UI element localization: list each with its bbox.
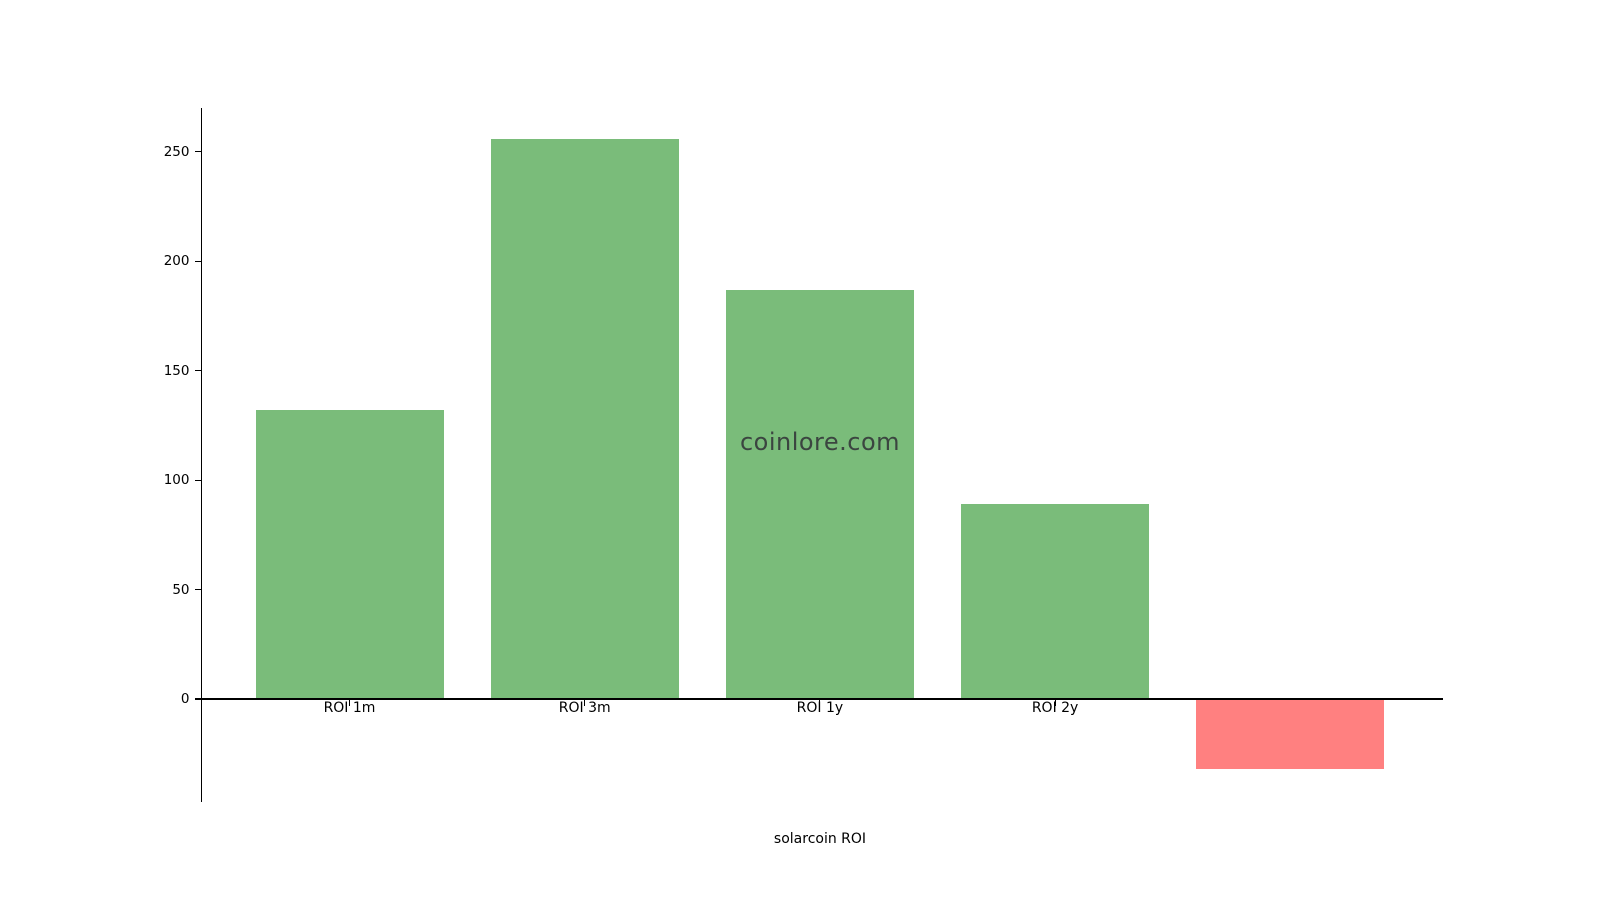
y-tick-label: 100 [163, 472, 190, 489]
y-tick-label: 150 [163, 362, 190, 379]
x-tick-mark [584, 699, 586, 707]
x-tick-mark [819, 699, 821, 707]
x-axis-line [194, 698, 1443, 700]
bar-positive [255, 410, 444, 700]
y-tick-mark [194, 479, 202, 481]
y-tick-mark [194, 589, 202, 591]
y-axis-line [200, 108, 203, 802]
x-tick-label: ROI 1y [796, 699, 844, 716]
bar-positive [490, 138, 679, 700]
chart-title: solarcoin ROI [773, 831, 867, 847]
x-tick-mark [348, 699, 351, 707]
bar-positive [961, 504, 1150, 700]
x-tick-label: ROI 1m [323, 699, 376, 716]
y-tick-mark [194, 260, 202, 262]
x-tick-mark [1054, 699, 1056, 707]
y-tick-label: 50 [172, 581, 190, 598]
y-tick-mark [194, 370, 202, 372]
y-tick-label: 250 [163, 143, 190, 160]
watermark: coinlore.com [739, 428, 901, 456]
x-tick-label: ROI 2y [1031, 699, 1079, 716]
bar-negative [1196, 699, 1385, 770]
bar-positive [725, 289, 914, 700]
x-tick-label: ROI 3m [558, 699, 611, 716]
y-tick-label: 200 [163, 253, 190, 270]
y-tick-mark [194, 151, 202, 153]
y-tick-mark [194, 698, 202, 700]
y-tick-label: 0 [180, 691, 190, 708]
